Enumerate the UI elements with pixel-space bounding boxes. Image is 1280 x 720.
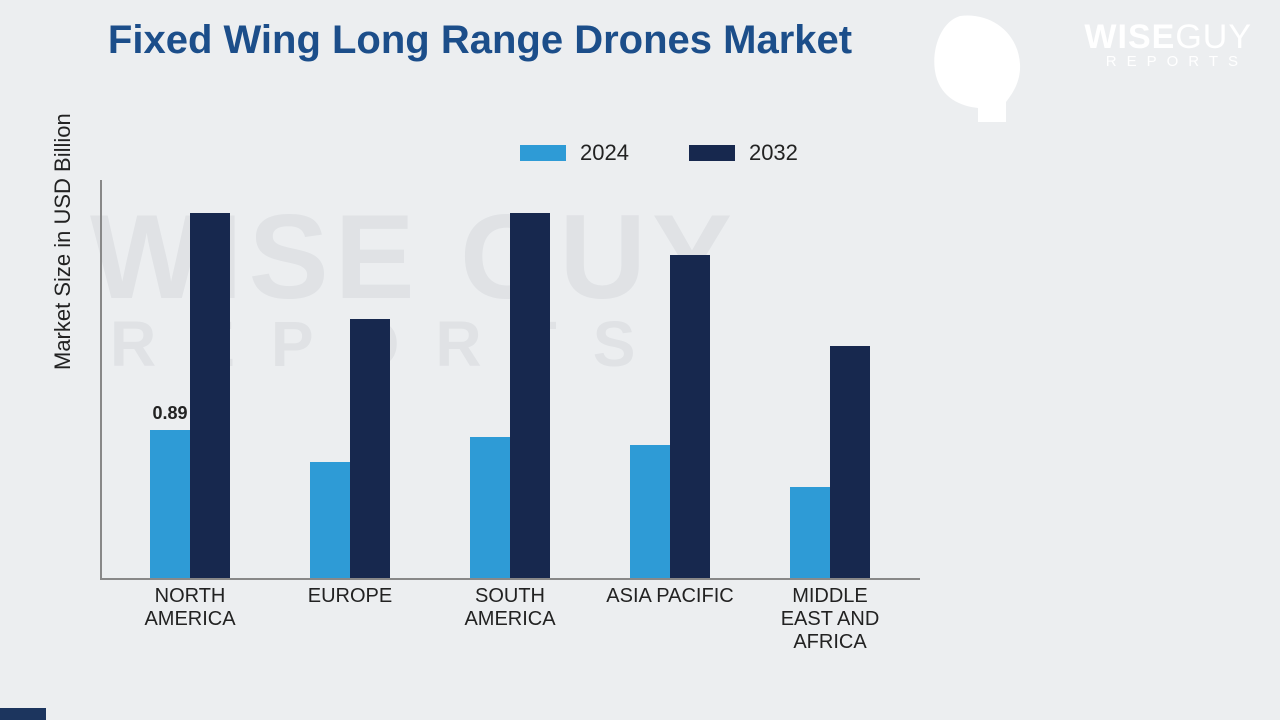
x-tick-label: ASIA PACIFIC <box>605 585 735 608</box>
chart-plot: 0.89 <box>100 180 920 580</box>
bar-2032 <box>670 255 710 578</box>
brand-wise: WISE <box>1084 18 1175 56</box>
bar-2024 <box>310 462 350 578</box>
x-tick-label: EUROPE <box>285 585 415 608</box>
bar-value-label: 0.89 <box>152 403 187 424</box>
footer-accent <box>0 708 46 720</box>
y-axis <box>100 180 102 580</box>
x-tick-label: MIDDLE EAST AND AFRICA <box>765 585 895 654</box>
legend-swatch-2032 <box>689 145 735 161</box>
bar-2024 <box>630 445 670 578</box>
legend: 2024 2032 <box>520 140 798 166</box>
bar-2032 <box>510 213 550 578</box>
legend-label-2024: 2024 <box>580 140 629 166</box>
x-tick-label: NORTH AMERICA <box>125 585 255 631</box>
bar-2032 <box>350 319 390 578</box>
bar-2024 <box>790 487 830 578</box>
logo-head-icon <box>920 12 1030 127</box>
brand-guy: GUY <box>1175 18 1252 56</box>
bar-2024 <box>470 437 510 578</box>
chart-title: Fixed Wing Long Range Drones Market <box>0 18 960 63</box>
brand-line2: REPORTS <box>1084 53 1252 70</box>
legend-label-2032: 2032 <box>749 140 798 166</box>
brand-logo: WISEGUY REPORTS <box>1084 18 1252 70</box>
bar-2032 <box>190 213 230 578</box>
legend-item-2024: 2024 <box>520 140 629 166</box>
brand-line1: WISEGUY <box>1084 18 1252 57</box>
legend-swatch-2024 <box>520 145 566 161</box>
bar-2032 <box>830 346 870 578</box>
legend-item-2032: 2032 <box>689 140 798 166</box>
bar-2024 <box>150 430 190 578</box>
y-axis-label: Market Size in USD Billion <box>50 113 76 370</box>
x-tick-label: SOUTH AMERICA <box>445 585 575 631</box>
x-axis <box>100 578 920 580</box>
chart-card: WISEGUY REPORTS WISE GUY REPORTS Fixed W… <box>0 0 1280 720</box>
